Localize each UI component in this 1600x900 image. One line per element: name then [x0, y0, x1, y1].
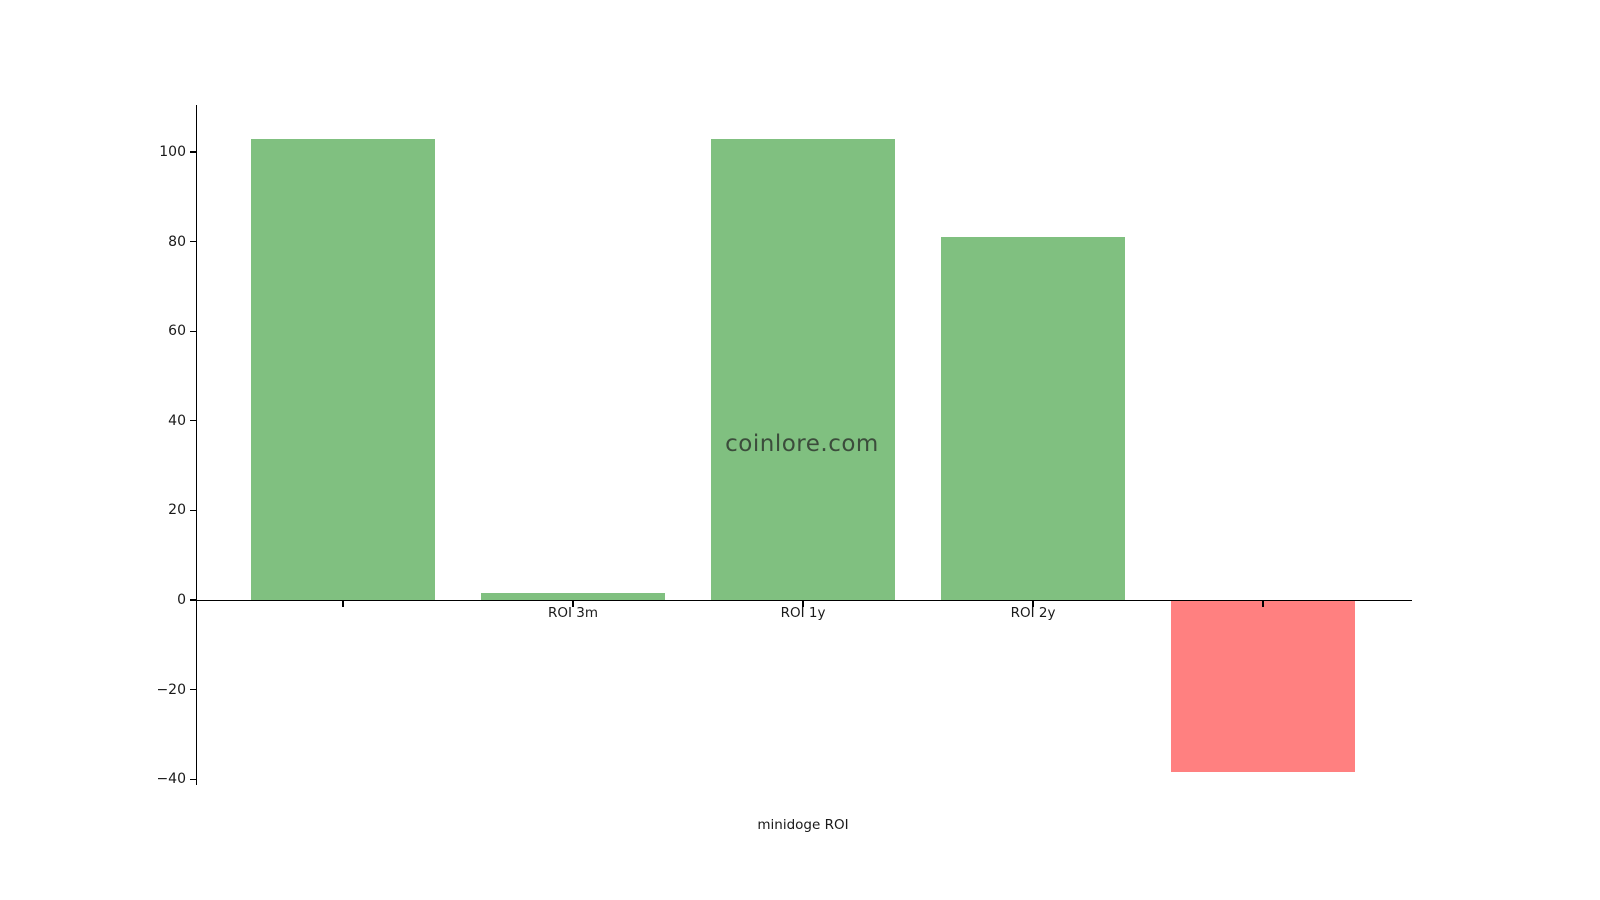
x-axis-line — [196, 599, 1412, 602]
x-tick-mark — [342, 601, 344, 608]
y-tick-mark — [190, 241, 196, 243]
watermark-text: coinlore.com — [725, 431, 879, 457]
y-tick-label: −20 — [156, 681, 186, 698]
y-tick-label: 20 — [168, 502, 186, 519]
bar-col-1 — [251, 138, 435, 600]
y-tick-label: 40 — [168, 412, 186, 429]
x-tick-label-roi-1y: ROI 1y — [780, 604, 826, 621]
x-tick-mark — [1262, 601, 1264, 608]
x-tick-mark — [1032, 601, 1034, 608]
y-tick-mark — [190, 599, 196, 601]
y-tick-mark — [190, 420, 196, 422]
y-tick-label: 0 — [177, 591, 186, 608]
bar-col-5 — [1171, 601, 1355, 772]
y-axis-line — [196, 105, 198, 785]
y-tick-mark — [190, 509, 196, 511]
x-tick-mark — [802, 601, 804, 608]
bar-roi-3m — [481, 592, 665, 600]
y-tick-mark — [190, 330, 196, 332]
y-tick-mark — [190, 151, 196, 153]
x-axis-title: minidoge ROI — [757, 817, 849, 833]
bar-roi-2y — [941, 237, 1125, 600]
y-tick-label: −40 — [156, 771, 186, 788]
x-tick-mark — [572, 601, 574, 608]
plot-area: 100 80 60 40 20 0 −20 −40 ROI 3m ROI 1y ROI 2y co… — [156, 105, 1412, 787]
y-tick-mark — [190, 688, 196, 691]
y-tick-mark — [190, 778, 196, 780]
y-tick-label: 100 — [159, 144, 186, 161]
x-tick-label-roi-2y: ROI 2y — [1010, 604, 1056, 621]
y-tick-label: 80 — [168, 233, 186, 250]
y-tick-label: 60 — [168, 323, 186, 340]
x-tick-label-roi-3m: ROI 3m — [547, 604, 599, 621]
bar-roi-1y — [711, 138, 895, 600]
